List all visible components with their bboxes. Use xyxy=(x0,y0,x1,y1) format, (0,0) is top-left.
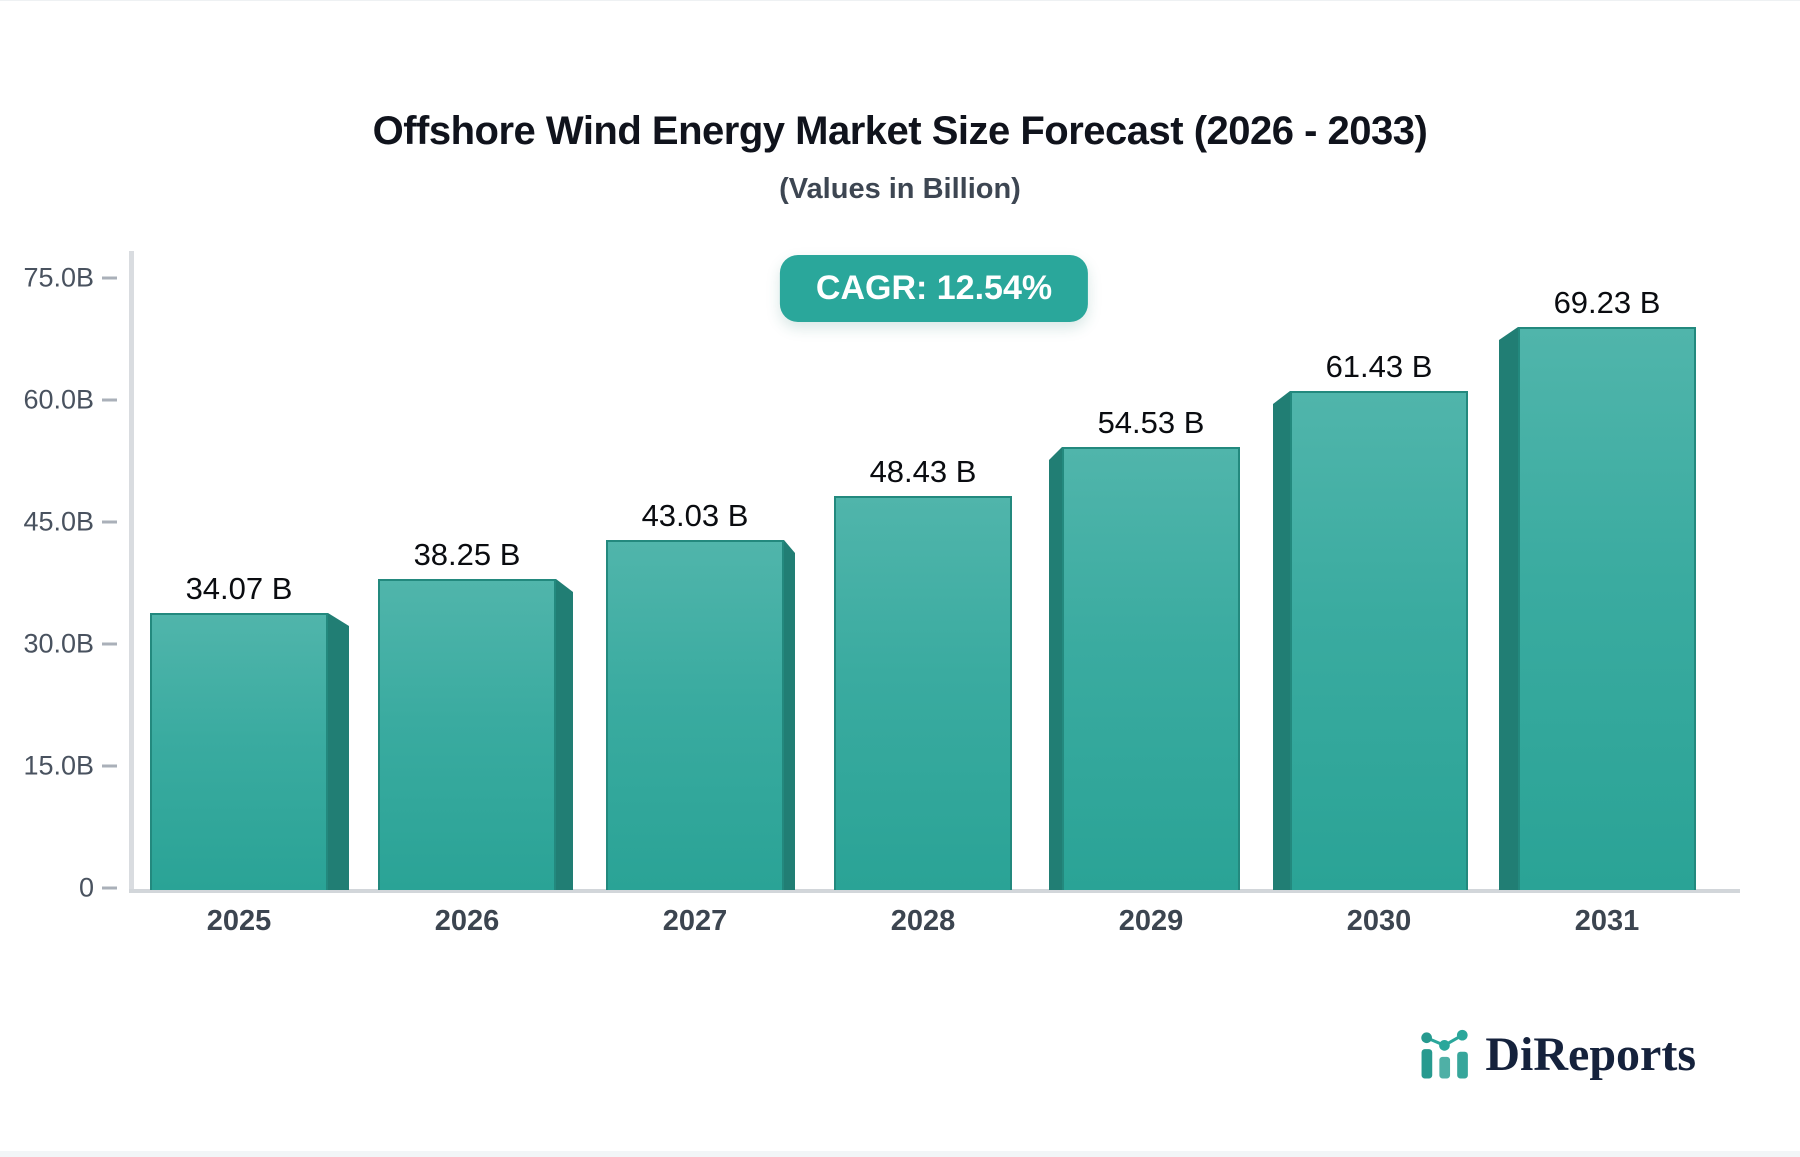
bar-side-face xyxy=(556,579,573,890)
x-axis-label: 2027 xyxy=(662,905,728,937)
brand-logo: DiReports xyxy=(1419,1027,1696,1079)
bar-value-label: 38.25 B xyxy=(413,537,521,572)
bar-2026 xyxy=(378,579,556,890)
logo-bar-line-chart-icon xyxy=(1419,1027,1475,1079)
bar-side-face xyxy=(1499,327,1518,890)
bar-2030 xyxy=(1290,391,1468,890)
x-axis-label: 2030 xyxy=(1346,905,1412,937)
logo-text: DiReports xyxy=(1485,1028,1696,1081)
bar-side-face xyxy=(1049,447,1062,890)
chart-title: Offshore Wind Energy Market Size Forecas… xyxy=(372,109,1428,153)
footer-strip xyxy=(0,1151,1800,1157)
x-axis-line xyxy=(129,889,1740,893)
y-axis-tick-mark xyxy=(102,398,117,402)
cagr-badge: CAGR: 12.54% xyxy=(779,255,1089,322)
y-axis-tick-mark xyxy=(102,276,117,280)
bar-side-face xyxy=(1273,391,1290,890)
y-axis-tick-mark xyxy=(102,520,117,524)
bar-side-face xyxy=(328,613,349,890)
y-axis-tick-label: 15.0B xyxy=(23,750,94,781)
bar-2028 xyxy=(834,496,1012,890)
bar-2031 xyxy=(1518,327,1696,890)
bar-value-label: 43.03 B xyxy=(641,498,749,533)
x-axis-label: 2028 xyxy=(890,905,956,937)
x-axis-label: 2031 xyxy=(1574,905,1640,937)
x-axis-label: 2026 xyxy=(434,905,500,937)
y-axis-tick-mark xyxy=(102,764,117,768)
y-axis-tick-mark xyxy=(102,886,117,890)
bar-2029 xyxy=(1062,447,1240,890)
chart-subtitle: (Values in Billion) xyxy=(779,173,1021,205)
bar-value-label: 48.43 B xyxy=(869,454,977,489)
bar-value-label: 61.43 B xyxy=(1325,349,1433,384)
bar-value-label: 69.23 B xyxy=(1553,285,1661,320)
y-axis-tick-label: 45.0B xyxy=(23,506,94,537)
y-axis-tick-mark xyxy=(102,642,117,646)
x-axis-label: 2029 xyxy=(1118,905,1184,937)
bar-2027 xyxy=(606,540,784,890)
bar-value-label: 54.53 B xyxy=(1097,405,1205,440)
y-axis-tick-label: 30.0B xyxy=(23,628,94,659)
bar-2025 xyxy=(150,613,328,890)
y-axis-tick-label: 75.0B xyxy=(23,262,94,293)
x-axis-label: 2025 xyxy=(206,905,272,937)
y-axis-tick-label: 60.0B xyxy=(23,384,94,415)
bar-side-face xyxy=(784,540,795,890)
y-axis-line xyxy=(129,251,134,893)
bar-value-label: 34.07 B xyxy=(185,571,293,606)
y-axis-tick-label: 0 xyxy=(78,872,94,903)
